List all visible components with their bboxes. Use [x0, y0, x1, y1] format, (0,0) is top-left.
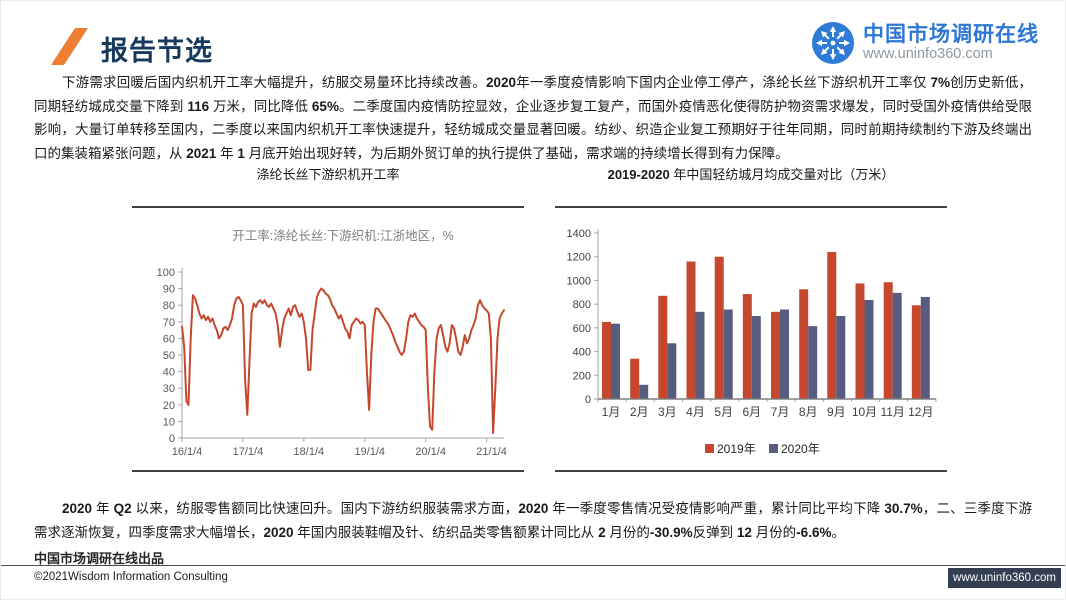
svg-text:30: 30: [163, 383, 175, 395]
line-chart: 开工率:涤纶长丝:下游织机:江浙地区，% 0 10 20 30 40 50 60 70 80 90 1…: [132, 206, 524, 472]
svg-text:1400: 1400: [567, 228, 591, 240]
logo-site-name: 中国市场调研在线: [863, 22, 1039, 46]
svg-text:16/1/4: 16/1/4: [172, 446, 203, 458]
svg-text:19/1/4: 19/1/4: [354, 446, 385, 458]
svg-text:4月: 4月: [686, 405, 705, 419]
svg-text:5月: 5月: [714, 405, 733, 419]
bar-chart-title-rest: 年中国轻纺城月均成交量对比（万米）: [669, 167, 895, 182]
svg-text:11月: 11月: [880, 405, 904, 419]
svg-text:21/1/4: 21/1/4: [476, 446, 507, 458]
svg-text:2月: 2月: [630, 405, 649, 419]
svg-text:8月: 8月: [799, 405, 818, 419]
bar-chart-svg: 0 200 400 600 800 1000 1200 1400 1月 2月 3月 4月 5月 6月 7月 8…: [567, 228, 937, 456]
report-paragraph-bottom: 2020 年 Q2 以来，纺服零售额同比快速回升。国内下游纺织服装需求方面，20…: [34, 501, 1032, 540]
page-title: 报告节选: [101, 36, 213, 66]
line-chart-title: 涤纶长丝下游织机开工率: [256, 167, 400, 182]
svg-text:10: 10: [163, 416, 175, 428]
svg-text:17/1/4: 17/1/4: [233, 446, 264, 458]
svg-text:12月: 12月: [908, 405, 933, 419]
svg-text:50: 50: [163, 350, 175, 362]
svg-text:0: 0: [169, 433, 175, 445]
line-chart-svg: 开工率:涤纶长丝:下游织机:江浙地区，% 0 10 20 30 40 50 60 70 80 90 1…: [157, 228, 507, 458]
svg-text:20/1/4: 20/1/4: [415, 446, 446, 458]
logo-site-url: www.uninfo360.com: [863, 46, 993, 63]
svg-text:100: 100: [157, 267, 175, 279]
bar-chart-title-years: 2019-2020: [607, 167, 670, 182]
svg-text:1000: 1000: [567, 275, 591, 287]
svg-text:2019年: 2019年: [717, 442, 756, 456]
footer-produced-by: 中国市场调研在线出品: [34, 551, 165, 566]
svg-text:90: 90: [163, 284, 175, 296]
bar-chart: 0 200 400 600 800 1000 1200 1400 1月 2月 3月 4月 5月 6月 7月 8…: [555, 206, 947, 472]
compass-logo-icon: [812, 22, 854, 64]
svg-text:2020年: 2020年: [781, 442, 820, 456]
report-paragraph-top: 下游需求回暖后国内织机开工率大幅提升，纺服交易量环比持续改善。2020年一季度疫…: [34, 75, 1033, 161]
site-logo: 中国市场调研在线 www.uninfo360.com: [811, 21, 1039, 65]
svg-text:20: 20: [163, 400, 175, 412]
svg-text:18/1/4: 18/1/4: [294, 446, 325, 458]
svg-text:1200: 1200: [567, 252, 591, 264]
svg-text:80: 80: [163, 300, 175, 312]
svg-text:800: 800: [573, 299, 591, 311]
svg-text:200: 200: [573, 370, 591, 382]
svg-text:9月: 9月: [827, 405, 846, 419]
footer-divider: [1, 565, 1065, 566]
svg-text:开工率:涤纶长丝:下游织机:江浙地区，%: 开工率:涤纶长丝:下游织机:江浙地区，%: [232, 228, 454, 243]
svg-text:40: 40: [163, 367, 175, 379]
footer-site-link[interactable]: www.uninfo360.com: [948, 568, 1061, 588]
svg-text:400: 400: [573, 347, 591, 359]
svg-text:1月: 1月: [602, 405, 621, 419]
bar-chart-title: 2019-2020 年中国轻纺城月均成交量对比（万米）: [555, 164, 947, 183]
footer-copyright: ©2021Wisdom Information Consulting: [34, 571, 228, 583]
svg-text:70: 70: [163, 317, 175, 329]
svg-text:6月: 6月: [742, 405, 761, 419]
svg-text:10月: 10月: [852, 405, 877, 419]
svg-text:0: 0: [585, 394, 591, 406]
svg-text:3月: 3月: [658, 405, 677, 419]
svg-text:60: 60: [163, 333, 175, 345]
svg-text:7月: 7月: [771, 405, 790, 419]
svg-text:600: 600: [573, 323, 591, 335]
slash-accent-icon: [50, 28, 89, 65]
